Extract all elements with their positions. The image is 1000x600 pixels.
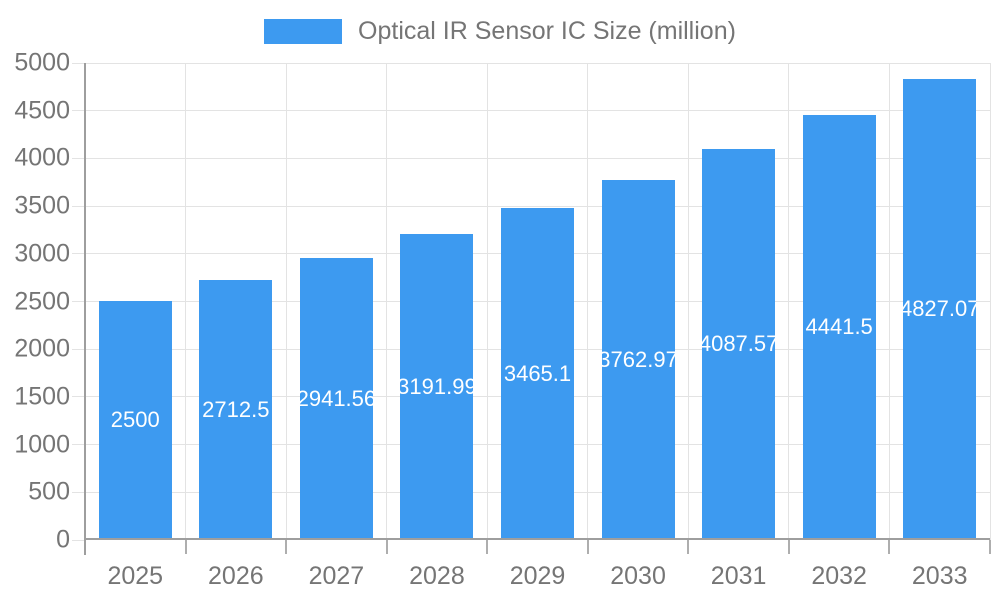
bar[interactable]: 3465.1 — [501, 208, 574, 539]
y-tick-label: 3500 — [14, 191, 70, 220]
bar-value-label: 2500 — [110, 406, 160, 432]
x-tick-mark — [385, 540, 388, 554]
bar[interactable]: 3191.99 — [400, 234, 474, 539]
y-axis-labels: 0 500 1000 1500 2000 2500 3000 3500 4000 4500 5000 — [0, 50, 70, 552]
y-tick-label: 2000 — [14, 334, 70, 363]
bar[interactable]: 4441.5 — [802, 115, 876, 539]
bar[interactable]: 2712.5 — [199, 280, 273, 539]
x-axis-labels: 2025 2026 2027 2028 2029 2030 2031 2032 2033 — [85, 540, 990, 590]
x-tick-mark — [486, 540, 489, 554]
bar-value-label: 4827.07 — [903, 295, 977, 321]
y-tick-mark — [72, 157, 84, 159]
y-tick-label: 3000 — [14, 239, 70, 268]
y-tick-label: 1000 — [14, 430, 70, 459]
y-tick-mark — [72, 62, 84, 64]
gridline-vertical — [989, 63, 991, 540]
bar-value-label: 3191.99 — [400, 373, 474, 399]
gridline-vertical — [386, 63, 388, 540]
x-tick-mark — [989, 540, 991, 554]
y-tick-mark — [72, 110, 84, 112]
y-tick-label: 0 — [56, 525, 70, 554]
gridline-vertical — [185, 63, 187, 540]
x-tick-label: 2029 — [509, 562, 566, 590]
x-tick-label: 2032 — [811, 562, 867, 590]
legend-swatch — [264, 18, 343, 44]
x-tick-mark — [586, 540, 589, 554]
y-tick-label: 2500 — [14, 287, 70, 315]
bar-value-label: 3465.1 — [503, 360, 572, 386]
x-tick-label: 2027 — [308, 562, 365, 590]
x-tick-label: 2031 — [710, 562, 767, 590]
y-tick-label: 5000 — [14, 48, 70, 77]
x-tick-label: 2028 — [409, 562, 465, 590]
bar-value-label: 2941.56 — [299, 385, 373, 411]
y-tick-label: 4000 — [14, 143, 70, 172]
bar-value-label: 4087.57 — [702, 331, 776, 357]
bar-value-label: 4441.5 — [805, 314, 873, 340]
y-tick-label: 500 — [28, 477, 70, 506]
gridline-vertical — [285, 63, 287, 540]
bar-value-label: 3762.97 — [601, 346, 675, 372]
gridline-horizontal — [85, 157, 990, 159]
x-tick-label: 2025 — [107, 562, 164, 590]
x-tick-mark — [687, 540, 690, 554]
chart-legend[interactable]: Optical IR Sensor IC Size (million) — [0, 16, 1000, 46]
y-tick-mark — [72, 301, 84, 302]
y-tick-mark — [72, 444, 84, 446]
x-tick-mark — [787, 540, 790, 554]
x-axis-line — [85, 538, 990, 540]
plot-area: 2500 2712.5 2941.56 3191.99 3465.1 3762.97 408… — [72, 62, 991, 555]
y-tick-label: 4500 — [14, 96, 70, 125]
gridline-vertical — [687, 63, 689, 540]
y-tick-mark — [72, 205, 84, 207]
bar[interactable]: 2941.56 — [299, 258, 373, 539]
gridline-horizontal — [85, 110, 990, 112]
bar[interactable]: 3762.97 — [601, 180, 675, 539]
x-tick-label: 2033 — [911, 562, 968, 590]
x-tick-label: 2026 — [208, 562, 264, 590]
gridline-vertical — [486, 63, 488, 540]
gridline-horizontal — [85, 62, 990, 64]
y-tick-label: 1500 — [14, 382, 70, 411]
bar[interactable]: 4087.57 — [702, 149, 776, 539]
bar-value-label: 2712.5 — [202, 396, 270, 422]
y-tick-mark — [72, 491, 84, 493]
gridline-horizontal — [85, 205, 990, 207]
x-tick-mark — [888, 540, 891, 554]
gridline-vertical — [788, 63, 790, 540]
y-tick-mark — [72, 396, 84, 398]
bar[interactable]: 4827.07 — [903, 78, 977, 539]
x-tick-label: 2030 — [610, 562, 666, 590]
gridline-vertical — [587, 63, 589, 540]
y-axis-line — [84, 63, 86, 555]
bar[interactable]: 2500 — [98, 300, 172, 539]
y-tick-mark — [72, 348, 84, 350]
gridline-vertical — [888, 63, 890, 540]
x-tick-mark — [184, 540, 187, 554]
y-tick-mark — [72, 539, 84, 541]
x-tick-mark — [285, 540, 288, 554]
y-tick-mark — [72, 253, 84, 255]
legend-label: Optical IR Sensor IC Size (million) — [358, 16, 736, 45]
